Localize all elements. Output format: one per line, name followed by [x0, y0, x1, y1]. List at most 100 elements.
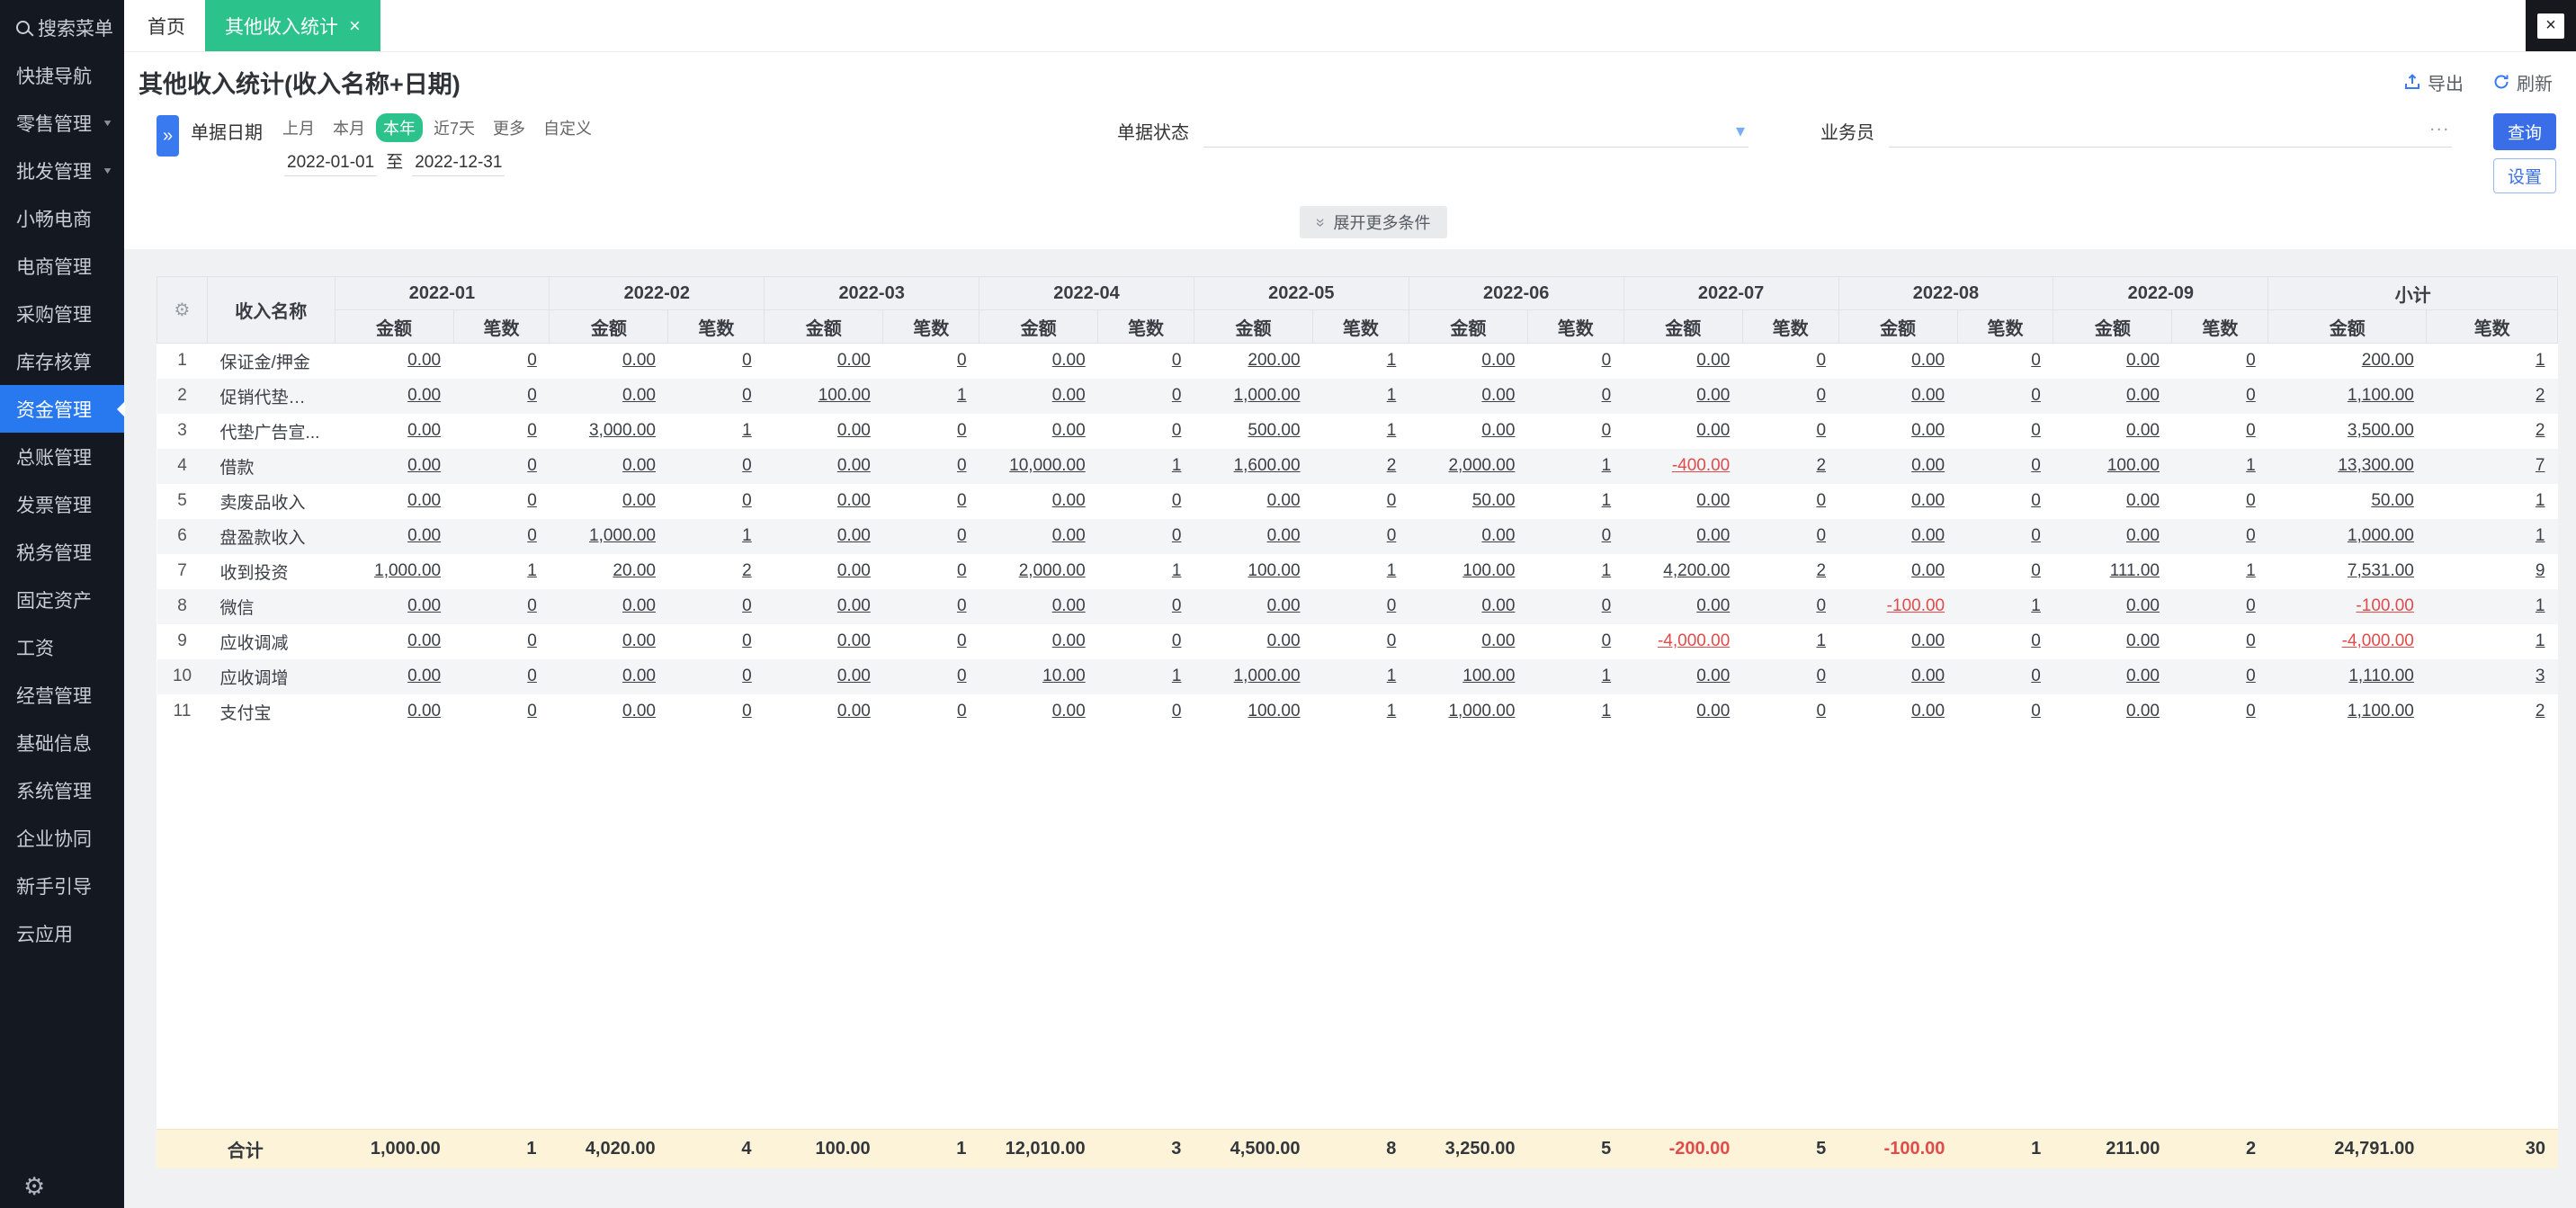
count-value[interactable]: 1 — [527, 561, 537, 580]
count-value[interactable]: 0 — [1816, 386, 1827, 405]
amount-value[interactable]: 0.00 — [1696, 421, 1731, 440]
sidebar-item-17[interactable]: 系统管理 — [0, 766, 124, 814]
count-value[interactable]: 1 — [1601, 667, 1612, 685]
count-value[interactable]: 0 — [1171, 631, 1182, 650]
amount-value[interactable]: 0.00 — [622, 456, 656, 475]
count-value[interactable]: 0 — [1816, 491, 1827, 510]
amount-value[interactable]: 100.00 — [1248, 702, 1301, 720]
count-value[interactable]: 1 — [2246, 561, 2256, 580]
amount-value[interactable]: 0.00 — [622, 667, 656, 685]
amount-value[interactable]: 0.00 — [1911, 526, 1945, 545]
count-value[interactable]: 0 — [1171, 351, 1182, 371]
count-value[interactable]: 1 — [2031, 596, 2041, 615]
amount-value[interactable]: -100.00 — [1886, 596, 1945, 615]
amount-value[interactable]: 0.00 — [407, 667, 442, 685]
sidebar-item-20[interactable]: 云应用 — [0, 909, 124, 957]
window-close-icon[interactable]: × — [2537, 13, 2564, 39]
amount-value[interactable]: 0.00 — [1481, 596, 1516, 615]
count-value[interactable]: 0 — [1601, 386, 1612, 405]
column-settings-gear-icon[interactable]: ⚙ — [174, 300, 191, 320]
count-value[interactable]: 0 — [1171, 421, 1182, 440]
count-value[interactable]: 0 — [1171, 526, 1182, 545]
sidebar-item-13[interactable]: 固定资产 — [0, 576, 124, 623]
amount-value[interactable]: 0.00 — [836, 351, 871, 371]
amount-value[interactable]: 0.00 — [1911, 702, 1945, 720]
amount-value[interactable]: 0.00 — [1051, 351, 1086, 371]
sidebar-item-5[interactable]: 小畅电商 — [0, 194, 124, 242]
sidebar-settings-gear-icon[interactable]: ⚙ — [23, 1173, 46, 1200]
amount-value[interactable]: 0.00 — [1051, 491, 1086, 510]
count-value[interactable]: 0 — [1601, 421, 1612, 440]
amount-value[interactable]: 1,000.00 — [1233, 386, 1301, 405]
amount-value[interactable]: 1,100.00 — [2347, 386, 2414, 405]
count-value[interactable]: 0 — [1816, 421, 1827, 440]
count-value[interactable]: 0 — [2031, 386, 2041, 405]
count-value[interactable]: 0 — [957, 491, 967, 510]
amount-value[interactable]: 0.00 — [622, 702, 656, 720]
count-value[interactable]: 2 — [742, 561, 752, 580]
count-value[interactable]: 1 — [2535, 526, 2545, 545]
count-value[interactable]: 0 — [2031, 526, 2041, 545]
amount-value[interactable]: 0.00 — [1481, 526, 1516, 545]
sidebar-item-2[interactable]: 快捷导航 — [0, 51, 124, 99]
collapse-filters-button[interactable]: » — [157, 115, 179, 157]
amount-value[interactable]: 0.00 — [836, 421, 871, 440]
amount-value[interactable]: 0.00 — [1266, 491, 1301, 510]
amount-value[interactable]: 0.00 — [836, 561, 871, 580]
amount-value[interactable]: -100.00 — [2356, 596, 2414, 615]
amount-value[interactable]: 0.00 — [1266, 631, 1301, 650]
count-value[interactable]: 0 — [2031, 561, 2041, 580]
date-option[interactable]: 本月 — [333, 120, 365, 138]
count-value[interactable]: 9 — [2535, 561, 2545, 580]
count-value[interactable]: 1 — [1601, 491, 1612, 510]
count-value[interactable]: 0 — [527, 631, 537, 650]
count-value[interactable]: 0 — [957, 456, 967, 475]
amount-value[interactable]: 0.00 — [1696, 526, 1731, 545]
count-value[interactable]: 0 — [527, 421, 537, 440]
sidebar-item-12[interactable]: 税务管理 — [0, 528, 124, 576]
amount-value[interactable]: 3,500.00 — [2347, 421, 2414, 440]
count-value[interactable]: 0 — [1171, 386, 1182, 405]
count-value[interactable]: 1 — [742, 526, 752, 545]
count-value[interactable]: 0 — [742, 631, 752, 650]
tab-1[interactable]: 首页 — [128, 0, 205, 51]
count-value[interactable]: 1 — [1386, 421, 1397, 440]
amount-value[interactable]: 0.00 — [1911, 631, 1945, 650]
amount-value[interactable]: 0.00 — [1696, 667, 1731, 685]
count-value[interactable]: 0 — [742, 351, 752, 371]
date-from-input[interactable]: 2022-01-01 — [284, 153, 378, 176]
amount-value[interactable]: 0.00 — [407, 351, 442, 371]
amount-value[interactable]: 0.00 — [1911, 351, 1945, 371]
sidebar-item-16[interactable]: 基础信息 — [0, 719, 124, 766]
amount-value[interactable]: 0.00 — [622, 386, 656, 405]
count-value[interactable]: 0 — [1386, 491, 1397, 510]
amount-value[interactable]: 4,200.00 — [1663, 561, 1731, 580]
amount-value[interactable]: 0.00 — [1911, 386, 1945, 405]
salesman-input[interactable]: ... — [1889, 113, 2452, 148]
query-button[interactable]: 查询 — [2493, 113, 2557, 150]
amount-value[interactable]: 0.00 — [407, 526, 442, 545]
count-value[interactable]: 0 — [2246, 526, 2256, 545]
amount-value[interactable]: 0.00 — [622, 491, 656, 510]
amount-value[interactable]: 0.00 — [836, 667, 871, 685]
sidebar-item-6[interactable]: 电商管理 — [0, 242, 124, 290]
count-value[interactable]: 1 — [957, 386, 967, 405]
count-value[interactable]: 0 — [1601, 526, 1612, 545]
amount-value[interactable]: 0.00 — [622, 351, 656, 371]
count-value[interactable]: 0 — [2031, 456, 2041, 475]
sidebar-item-10[interactable]: 总账管理 — [0, 433, 124, 480]
count-value[interactable]: 0 — [957, 596, 967, 615]
amount-value[interactable]: 500.00 — [1248, 421, 1301, 440]
amount-value[interactable]: 10.00 — [1042, 667, 1086, 685]
count-value[interactable]: 0 — [527, 667, 537, 685]
count-value[interactable]: 3 — [2535, 667, 2545, 685]
amount-value[interactable]: 50.00 — [1471, 491, 1516, 510]
amount-value[interactable]: 0.00 — [836, 596, 871, 615]
refresh-button[interactable]: 刷新 — [2492, 69, 2553, 95]
sidebar-item-18[interactable]: 企业协同 — [0, 814, 124, 862]
sidebar-item-8[interactable]: 库存核算 — [0, 337, 124, 385]
count-value[interactable]: 1 — [1386, 351, 1397, 371]
count-value[interactable]: 0 — [1816, 596, 1827, 615]
amount-value[interactable]: 0.00 — [622, 596, 656, 615]
amount-value[interactable]: 0.00 — [1696, 702, 1731, 720]
